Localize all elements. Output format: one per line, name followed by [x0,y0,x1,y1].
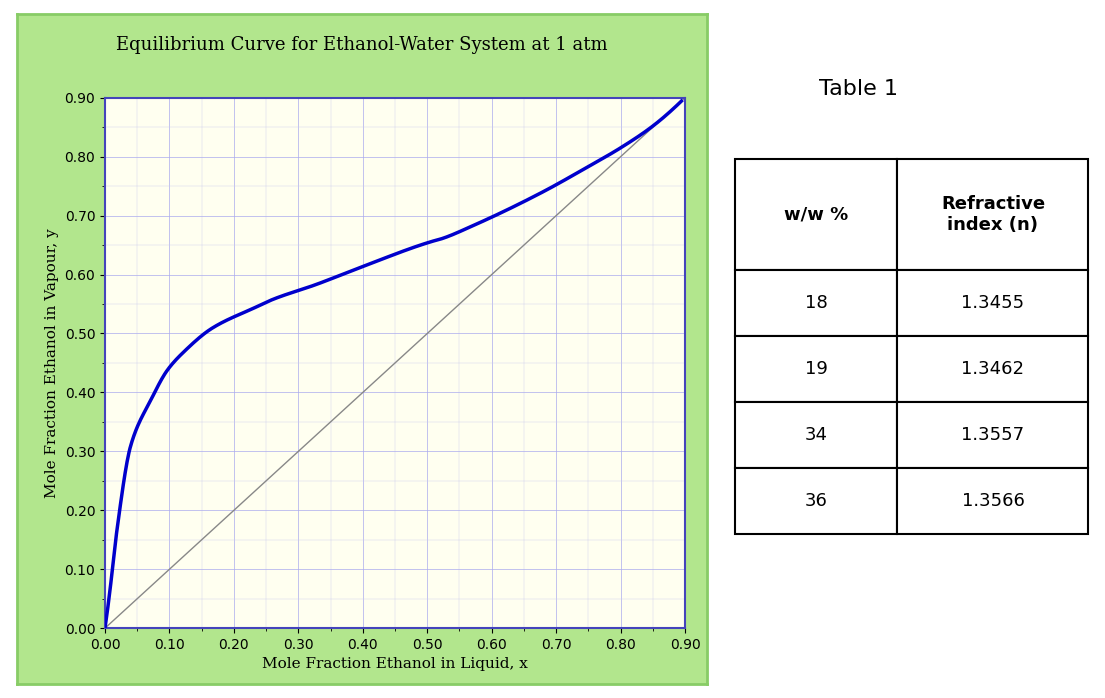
Text: w/w %: w/w % [785,206,849,223]
Bar [897,402,1088,468]
Bar [735,468,897,534]
Text: 36: 36 [804,492,828,510]
Bar [897,159,1088,270]
Text: 1.3557: 1.3557 [961,426,1024,444]
Y-axis label: Mole Fraction Ethanol in Vapour, y: Mole Fraction Ethanol in Vapour, y [45,228,59,498]
Text: 1.3455: 1.3455 [961,295,1024,313]
Bar [735,159,897,270]
Bar [897,270,1088,336]
Text: Equilibrium Curve for Ethanol-Water System at 1 atm: Equilibrium Curve for Ethanol-Water Syst… [116,36,608,54]
Text: 19: 19 [804,360,828,378]
Text: 1.3462: 1.3462 [961,360,1024,378]
Bar [735,336,897,402]
Text: 18: 18 [804,295,828,313]
Bar [897,468,1088,534]
Text: 34: 34 [804,426,828,444]
Bar [735,270,897,336]
Text: Table 1: Table 1 [819,79,898,98]
Bar [735,402,897,468]
Text: 1.3566: 1.3566 [961,492,1024,510]
Bar [897,336,1088,402]
X-axis label: Mole Fraction Ethanol in Liquid, x: Mole Fraction Ethanol in Liquid, x [262,658,528,671]
Text: Refractive
index (n): Refractive index (n) [940,195,1045,234]
